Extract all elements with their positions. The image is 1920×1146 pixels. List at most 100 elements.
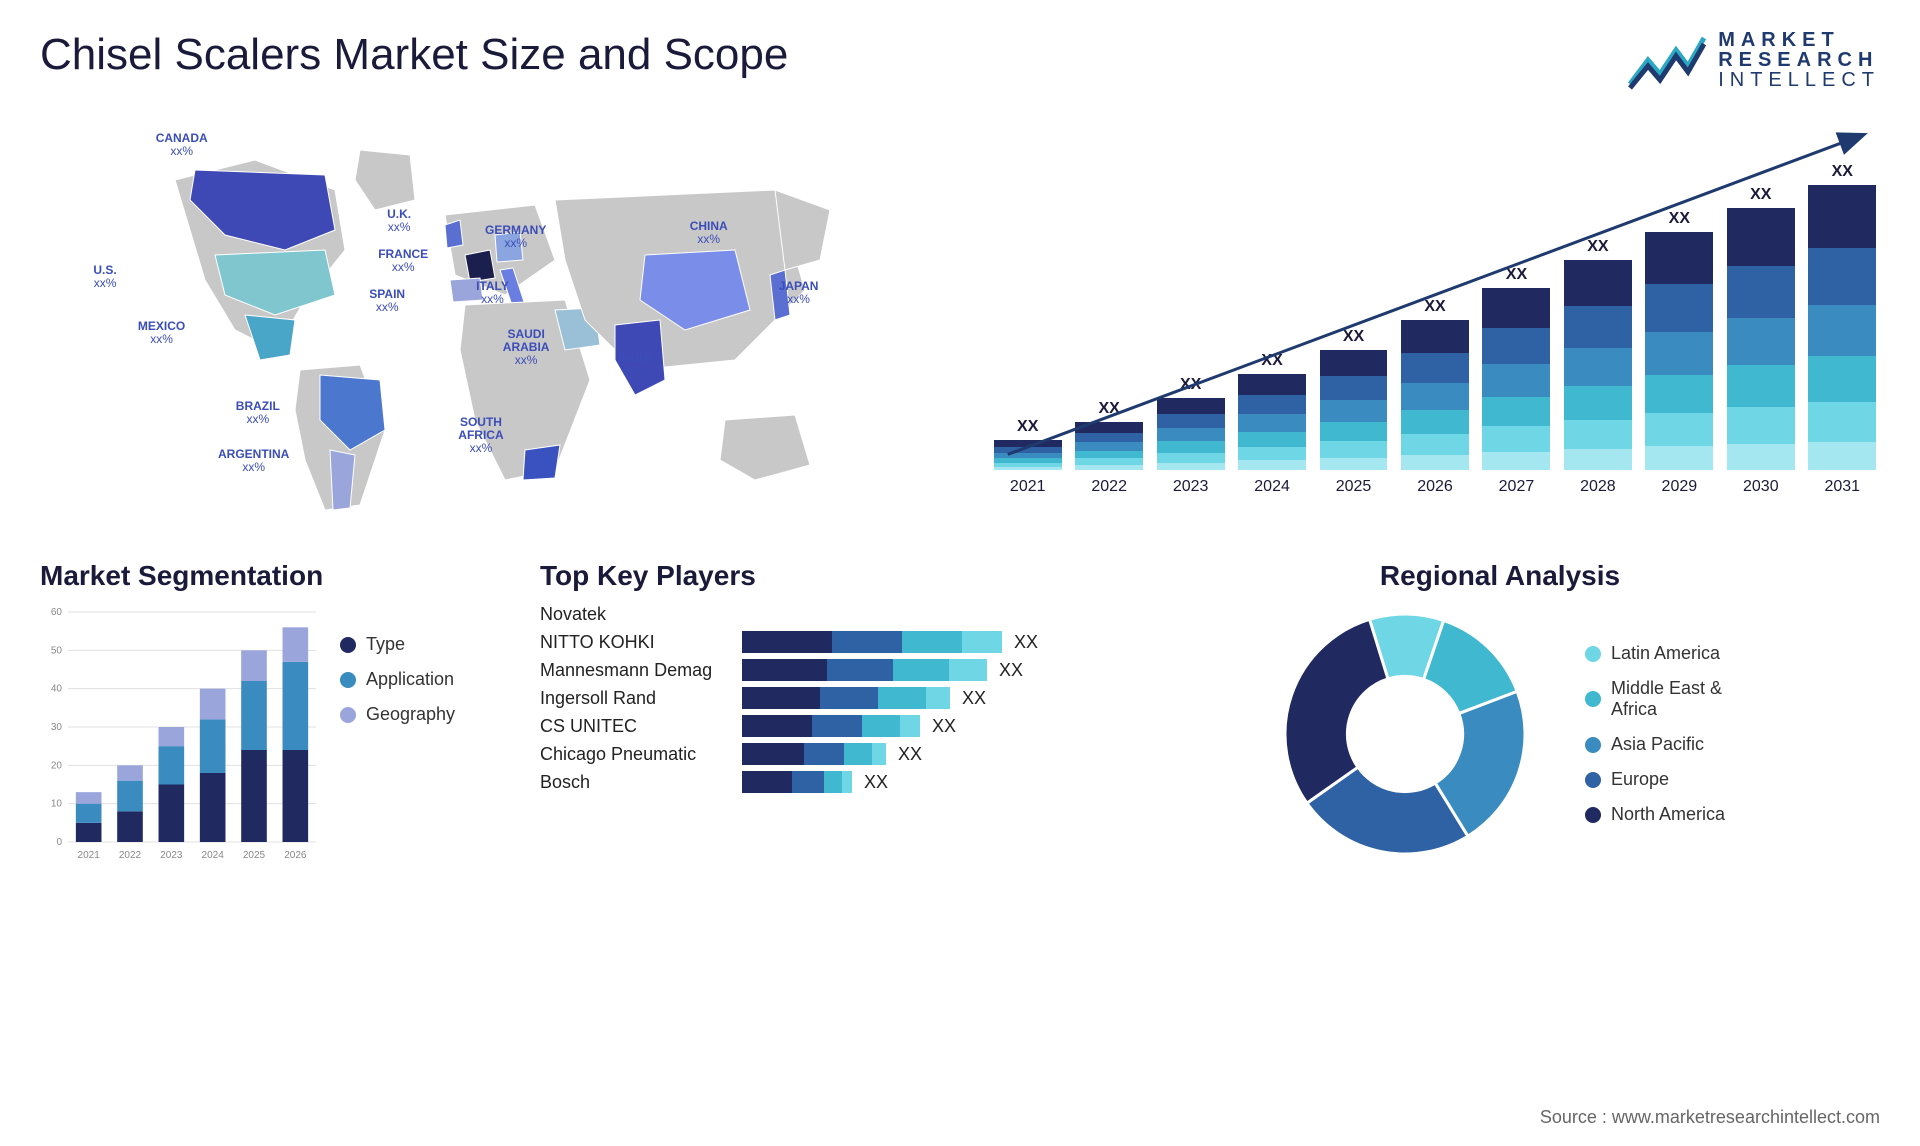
map-label: ARGENTINAxx%: [218, 448, 289, 474]
growth-bar: [1320, 350, 1388, 470]
map-label: SOUTHAFRICAxx%: [458, 416, 503, 456]
source-citation: Source : www.marketresearchintellect.com: [1540, 1107, 1880, 1128]
player-value: XX: [898, 744, 922, 765]
legend-label: Application: [366, 669, 454, 690]
growth-bar-value: XX: [1099, 400, 1120, 418]
legend-label: Europe: [1611, 769, 1669, 790]
growth-year-label: 2026: [1397, 478, 1472, 496]
svg-text:20: 20: [51, 760, 63, 771]
player-value: XX: [864, 772, 888, 793]
player-value: XX: [962, 688, 986, 709]
player-bar: [742, 771, 852, 793]
map-label: JAPANxx%: [779, 280, 819, 306]
map-label: GERMANYxx%: [485, 224, 546, 250]
legend-label: North America: [1611, 804, 1725, 825]
player-bar: [742, 659, 987, 681]
growth-bar: [1401, 320, 1469, 470]
player-name: CS UNITEC: [540, 716, 730, 737]
players-panel: Top Key Players NovatekNITTO KOHKIXXMann…: [540, 560, 1080, 864]
map-label: MEXICOxx%: [138, 320, 185, 346]
legend-item: Geography: [340, 704, 455, 725]
legend-dot-icon: [340, 637, 356, 653]
player-bar: [742, 743, 886, 765]
map-label: CANADAxx%: [156, 132, 208, 158]
player-name: Chicago Pneumatic: [540, 744, 730, 765]
growth-bar-value: XX: [1180, 376, 1201, 394]
player-name: NITTO KOHKI: [540, 632, 730, 653]
brand-line1: MARKET: [1718, 30, 1880, 50]
growth-bar-value: XX: [1832, 163, 1853, 181]
growth-year-label: 2023: [1153, 478, 1228, 496]
player-row: BoschXX: [540, 771, 1080, 793]
svg-text:10: 10: [51, 799, 63, 810]
svg-text:2024: 2024: [202, 850, 225, 861]
brand-logo: MARKET RESEARCH INTELLECT: [1626, 30, 1880, 90]
growth-bar: [1645, 232, 1713, 470]
legend-item: Europe: [1585, 769, 1725, 790]
growth-year-label: 2030: [1723, 478, 1798, 496]
growth-year-label: 2028: [1560, 478, 1635, 496]
map-label: ITALYxx%: [476, 280, 509, 306]
growth-bar-value: XX: [1017, 418, 1038, 436]
players-title: Top Key Players: [540, 560, 1080, 592]
players-list: NovatekNITTO KOHKIXXMannesmann DemagXXIn…: [540, 604, 1080, 793]
growth-year-label: 2021: [990, 478, 1065, 496]
map-label: SPAINxx%: [369, 288, 405, 314]
legend-dot-icon: [1585, 772, 1601, 788]
growth-bar-value: XX: [1750, 186, 1771, 204]
svg-text:2025: 2025: [243, 850, 266, 861]
map-label: INDIAxx%: [619, 352, 652, 378]
growth-bar: [994, 440, 1062, 470]
map-label: FRANCExx%: [378, 248, 428, 274]
legend-item: Asia Pacific: [1585, 734, 1725, 755]
growth-bar-value: XX: [1424, 298, 1445, 316]
growth-bar: [1482, 288, 1550, 470]
legend-label: Asia Pacific: [1611, 734, 1704, 755]
page-title: Chisel Scalers Market Size and Scope: [40, 30, 788, 80]
growth-bar-value: XX: [1587, 238, 1608, 256]
svg-text:50: 50: [51, 645, 63, 656]
svg-text:30: 30: [51, 722, 63, 733]
growth-bar-value: XX: [1261, 352, 1282, 370]
player-value: XX: [999, 660, 1023, 681]
growth-bar: [1238, 374, 1306, 470]
growth-year-label: 2025: [1316, 478, 1391, 496]
legend-dot-icon: [340, 707, 356, 723]
growth-bar: [1808, 185, 1876, 470]
legend-label: Geography: [366, 704, 455, 725]
player-bar: [742, 687, 950, 709]
legend-item: Latin America: [1585, 643, 1725, 664]
growth-bar: [1075, 422, 1143, 470]
svg-text:2022: 2022: [119, 850, 142, 861]
legend-dot-icon: [1585, 807, 1601, 823]
player-bar: [742, 631, 1002, 653]
player-bar: [742, 715, 920, 737]
player-row: Chicago Pneumatic XX: [540, 743, 1080, 765]
growth-year-label: 2024: [1234, 478, 1309, 496]
player-value: XX: [1014, 632, 1038, 653]
legend-dot-icon: [340, 672, 356, 688]
svg-text:60: 60: [51, 607, 63, 618]
legend-item: Type: [340, 634, 455, 655]
segmentation-legend: Type Application Geography: [340, 634, 455, 864]
growth-year-label: 2029: [1642, 478, 1717, 496]
growth-chart: XXXXXXXXXXXXXXXXXXXXXX 20212022202320242…: [990, 120, 1880, 500]
regional-donut: [1275, 604, 1535, 864]
legend-item: Middle East &Africa: [1585, 678, 1725, 720]
player-row: Novatek: [540, 604, 1080, 625]
svg-text:40: 40: [51, 684, 63, 695]
map-label: U.S.xx%: [93, 264, 116, 290]
svg-text:2021: 2021: [78, 850, 101, 861]
growth-year-label: 2031: [1805, 478, 1880, 496]
growth-bar: [1157, 398, 1225, 470]
player-value: XX: [932, 716, 956, 737]
growth-year-label: 2022: [1071, 478, 1146, 496]
map-label: SAUDIARABIAxx%: [503, 328, 550, 368]
growth-bar-value: XX: [1506, 266, 1527, 284]
map-label: BRAZILxx%: [236, 400, 280, 426]
legend-dot-icon: [1585, 646, 1601, 662]
player-name: Novatek: [540, 604, 730, 625]
legend-label: Middle East &Africa: [1611, 678, 1722, 720]
legend-label: Type: [366, 634, 405, 655]
map-label: U.K.xx%: [387, 208, 411, 234]
